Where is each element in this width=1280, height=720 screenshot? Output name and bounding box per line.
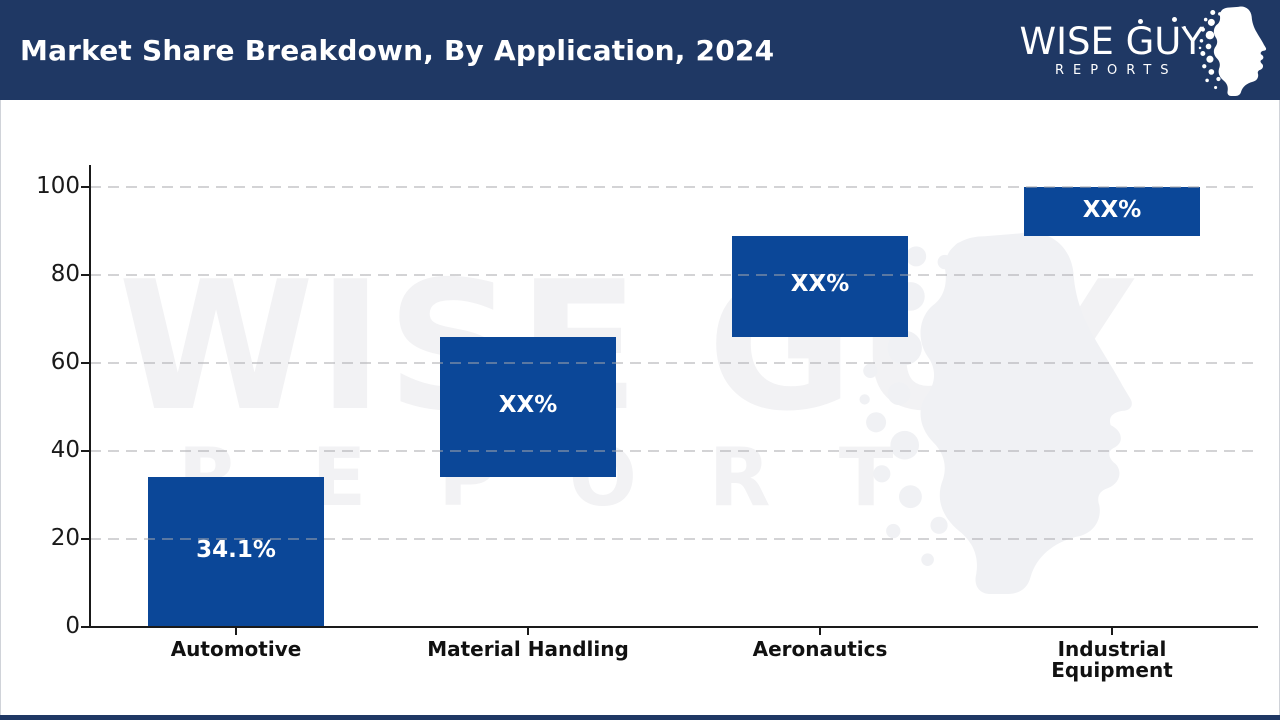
gridline — [90, 538, 1258, 540]
y-tick-label: 20 — [50, 525, 80, 551]
y-tick-label: 60 — [50, 349, 80, 375]
y-tick — [81, 538, 89, 540]
bar-value-label-material-handling: XX% — [498, 391, 558, 418]
y-tick-label: 100 — [36, 173, 80, 199]
gridline — [90, 274, 1258, 276]
y-tick-label: 40 — [50, 437, 80, 463]
bar-automotive — [148, 476, 324, 627]
y-tick — [81, 362, 89, 364]
bar-aeronautics — [732, 236, 908, 337]
x-axis-line — [89, 626, 1258, 628]
y-tick — [81, 186, 89, 188]
chart-title: Market Share Breakdown, By Application, … — [20, 33, 775, 67]
brand-wordmark: WISE GUY REPORTS — [1019, 18, 1204, 78]
x-category-label-material-handling: Material Handling — [427, 637, 629, 661]
y-tick — [81, 450, 89, 452]
bar-material-handling — [440, 336, 616, 477]
brand-head-icon — [1198, 4, 1270, 96]
x-category-label-aeronautics: Aeronautics — [752, 637, 888, 661]
footer-strip — [0, 715, 1280, 720]
bar-industrial-equipment — [1024, 187, 1200, 237]
y-tick-label: 80 — [50, 261, 80, 287]
header: Market Share Breakdown, By Application, … — [0, 0, 1280, 100]
y-tick — [81, 274, 89, 276]
y-axis-line — [89, 165, 91, 628]
brand-subtitle: REPORTS — [1054, 62, 1178, 78]
brand-name: WISE GUY — [1019, 18, 1204, 63]
gridline — [90, 362, 1258, 364]
y-tick — [81, 626, 89, 628]
gridline — [90, 186, 1258, 188]
bar-value-label-aeronautics: XX% — [790, 271, 850, 298]
brand-logo: WISE GUY REPORTS — [1020, 4, 1270, 96]
x-tick-automotive — [235, 627, 237, 635]
y-tick-label: 0 — [65, 613, 80, 639]
x-tick-industrial-equipment — [1111, 627, 1113, 635]
bar-value-label-industrial-equipment: XX% — [1082, 196, 1142, 223]
x-category-label-industrial-equipment: Industrial Equipment — [1051, 637, 1173, 682]
gridline — [90, 450, 1258, 452]
x-tick-material-handling — [527, 627, 529, 635]
x-tick-aeronautics — [819, 627, 821, 635]
x-category-label-automotive: Automotive — [170, 637, 302, 661]
bar-value-label-automotive: 34.1% — [196, 536, 276, 563]
